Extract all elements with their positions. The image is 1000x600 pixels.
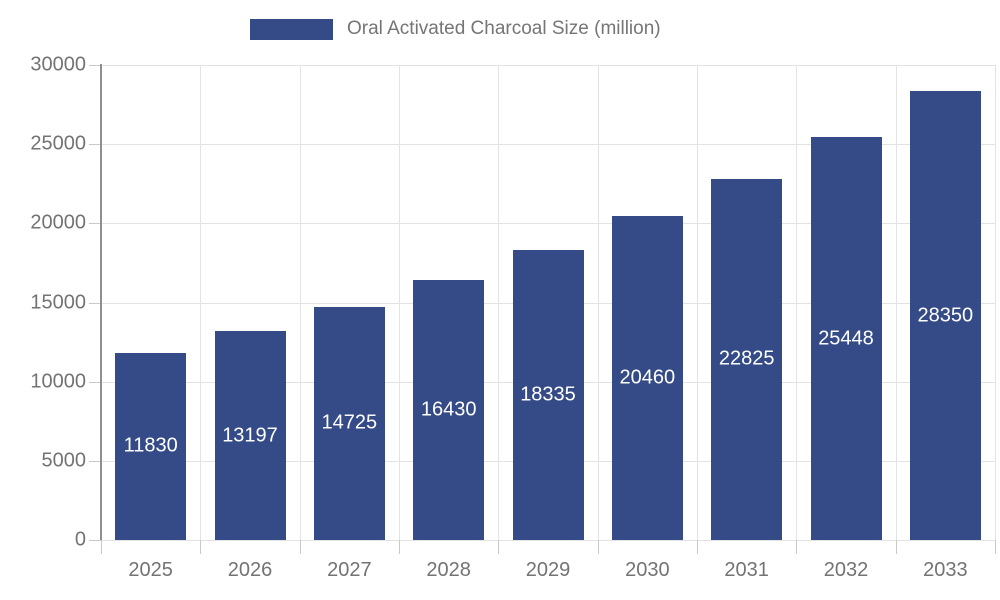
x-gridline <box>299 65 301 540</box>
bar-2033[interactable] <box>909 91 981 540</box>
x-tick <box>597 540 599 554</box>
y-axis-label: 20000 <box>30 211 86 234</box>
bar-2031[interactable] <box>711 178 783 540</box>
x-tick <box>995 540 996 554</box>
x-axis-label: 2027 <box>327 559 372 581</box>
x-tick <box>200 540 202 554</box>
x-gridline <box>200 65 202 540</box>
x-tick <box>101 540 102 554</box>
y-gridline <box>101 144 995 146</box>
bar-2032[interactable] <box>810 137 882 540</box>
x-axis-label: 2025 <box>128 559 173 581</box>
y-axis-label: 25000 <box>30 132 86 155</box>
x-gridline <box>895 65 897 540</box>
y-tick <box>89 302 101 304</box>
y-axis-label: 5000 <box>41 449 87 472</box>
legend-swatch <box>250 18 333 40</box>
y-tick <box>89 223 101 225</box>
x-axis-label: 2032 <box>823 559 869 581</box>
bar-2029[interactable] <box>512 249 584 540</box>
y-axis-label: 10000 <box>30 370 86 393</box>
x-gridline <box>399 65 400 540</box>
x-tick <box>796 540 798 554</box>
x-tick <box>895 540 897 554</box>
y-axis-label: 30000 <box>30 53 86 76</box>
y-tick <box>89 65 101 66</box>
bar-2027[interactable] <box>313 306 385 540</box>
y-axis-line <box>100 64 102 540</box>
x-gridline <box>796 65 798 540</box>
legend-item[interactable]: Oral Activated Charcoal Size (million) <box>250 18 661 40</box>
y-gridline <box>101 65 995 66</box>
x-axis-label: 2028 <box>426 559 471 581</box>
x-axis-label: 2033 <box>923 559 968 581</box>
y-tick <box>89 144 101 146</box>
x-gridline <box>995 65 996 540</box>
x-tick <box>498 540 500 554</box>
bar-2030[interactable] <box>611 216 683 540</box>
x-gridline <box>597 65 599 540</box>
x-tick <box>299 540 301 554</box>
y-axis-label: 0 <box>74 528 86 551</box>
bar-2028[interactable] <box>413 279 485 540</box>
x-axis-label: 2031 <box>724 559 769 581</box>
x-gridline <box>498 65 500 540</box>
y-axis-label: 15000 <box>30 291 86 313</box>
bar-2026[interactable] <box>214 331 286 540</box>
x-gridline <box>697 65 698 540</box>
y-tick <box>89 381 101 383</box>
x-axis-label: 2029 <box>525 559 571 581</box>
y-gridline <box>101 540 995 541</box>
y-gridline <box>101 223 995 225</box>
x-axis-label: 2026 <box>227 559 273 581</box>
x-tick <box>697 540 698 554</box>
bar-2025[interactable] <box>115 352 187 540</box>
y-tick <box>89 460 101 462</box>
y-tick <box>89 540 101 541</box>
x-axis-label: 2030 <box>625 559 670 581</box>
x-tick <box>399 540 400 554</box>
legend-label: Oral Activated Charcoal Size (million) <box>347 18 661 39</box>
